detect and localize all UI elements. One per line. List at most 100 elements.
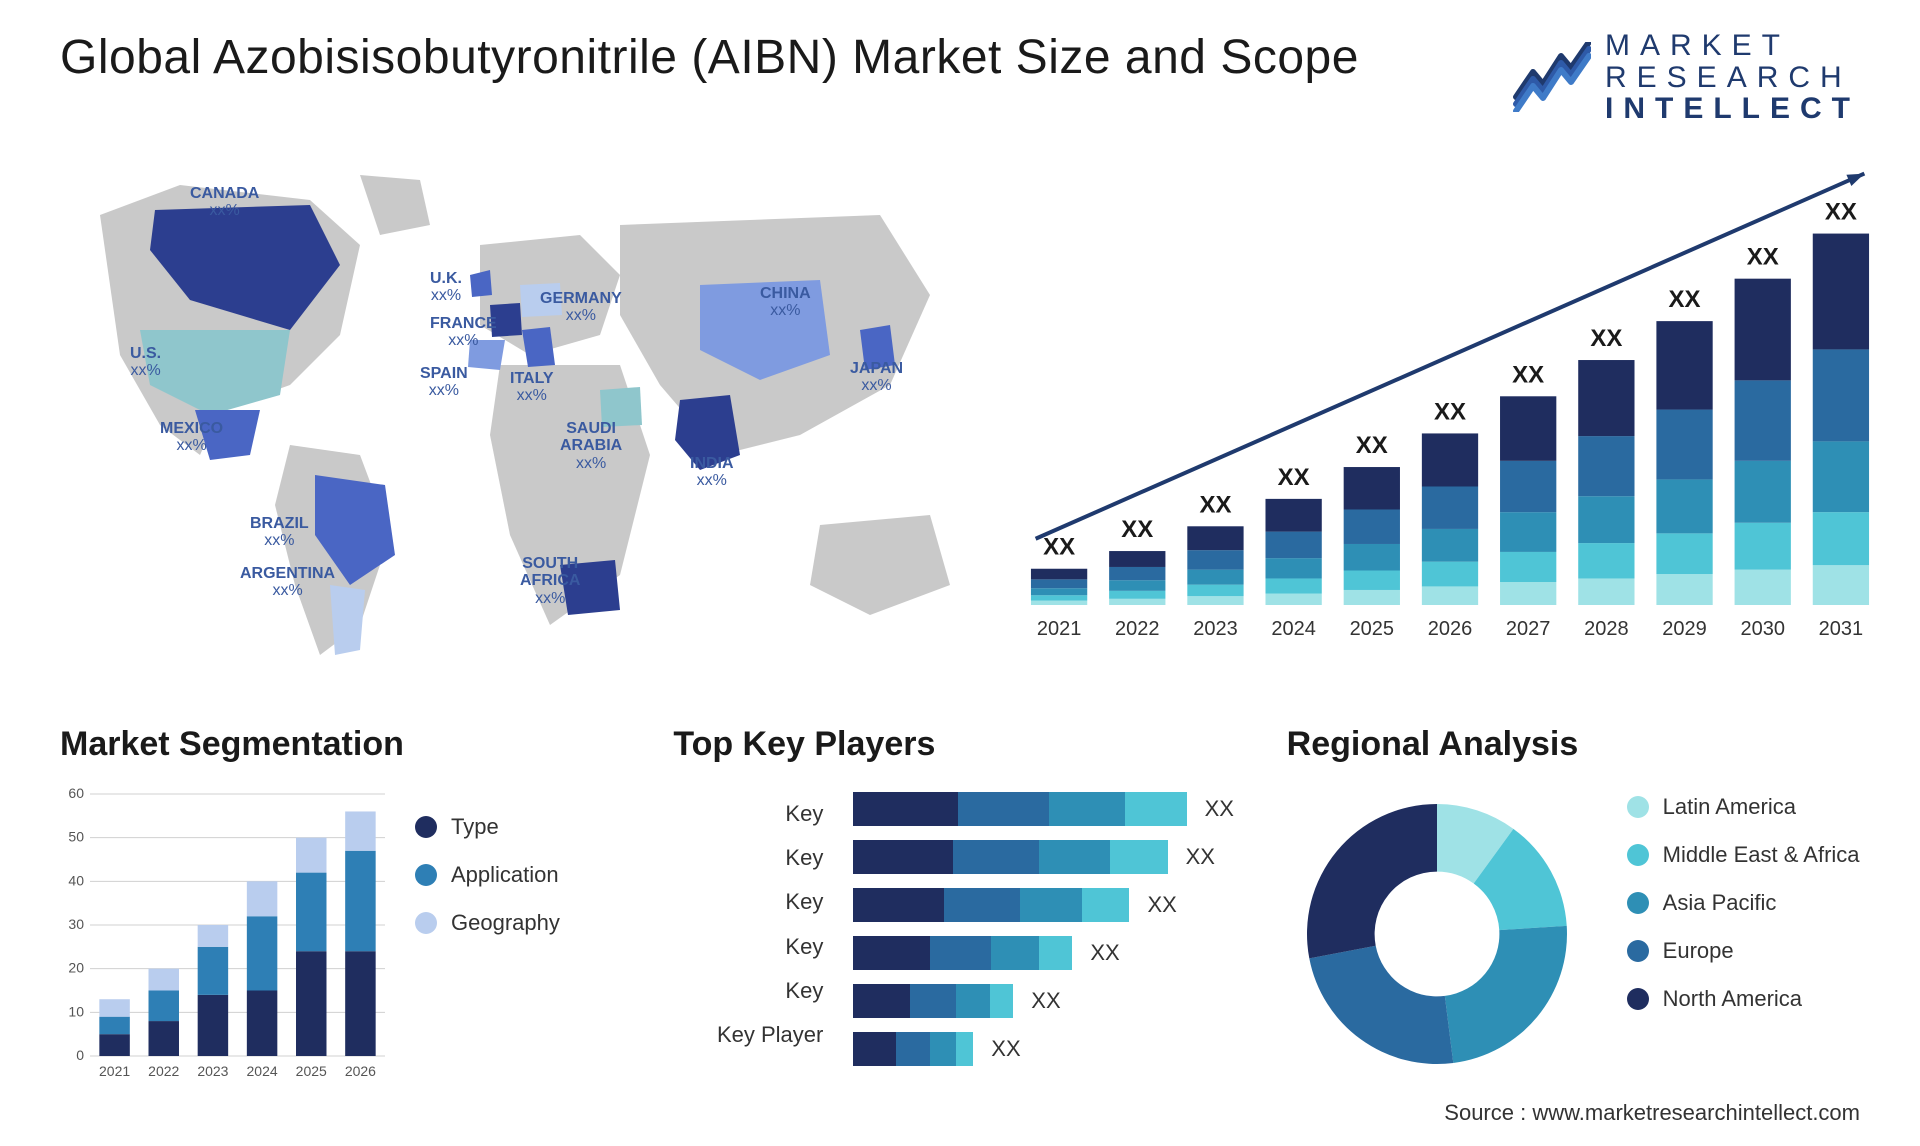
legend-swatch-icon bbox=[1627, 796, 1649, 818]
player-row: XX bbox=[853, 1032, 1246, 1066]
svg-text:60: 60 bbox=[68, 785, 84, 801]
map-country-label: CHINAxx% bbox=[760, 285, 811, 320]
segmentation-title: Market Segmentation bbox=[60, 725, 633, 764]
source-prefix: Source : bbox=[1444, 1100, 1532, 1125]
svg-text:2031: 2031 bbox=[1819, 618, 1864, 640]
player-bar-segment bbox=[944, 888, 1020, 922]
player-value: XX bbox=[991, 1036, 1020, 1062]
main-row: CANADAxx%U.S.xx%MEXICOxx%BRAZILxx%ARGENT… bbox=[60, 155, 1860, 685]
legend-label: Type bbox=[451, 814, 499, 840]
svg-text:XX: XX bbox=[1043, 533, 1075, 560]
bottom-row: Market Segmentation 01020304050602021202… bbox=[60, 725, 1860, 1089]
svg-text:2027: 2027 bbox=[1506, 618, 1551, 640]
segmentation-panel: Market Segmentation 01020304050602021202… bbox=[60, 725, 633, 1089]
segmentation-svg: 0102030405060202120222023202420252026 bbox=[60, 784, 390, 1084]
player-label: Key bbox=[785, 978, 823, 1004]
logo-mark-icon bbox=[1511, 42, 1591, 112]
svg-text:2024: 2024 bbox=[1271, 618, 1316, 640]
svg-text:2025: 2025 bbox=[1350, 618, 1395, 640]
svg-text:2021: 2021 bbox=[99, 1063, 130, 1079]
player-bar-segment bbox=[1039, 840, 1110, 874]
page-root: Global Azobisisobutyronitrile (AIBN) Mar… bbox=[0, 0, 1920, 1146]
map-country-label: U.S.xx% bbox=[130, 345, 161, 380]
svg-text:XX: XX bbox=[1434, 398, 1466, 425]
svg-text:XX: XX bbox=[1825, 198, 1857, 225]
player-bar bbox=[853, 840, 1167, 874]
player-bar-segment bbox=[953, 840, 1039, 874]
logo-line3: INTELLECT bbox=[1605, 93, 1860, 125]
segmentation-axes: 0102030405060202120222023202420252026 bbox=[60, 784, 390, 1084]
map-country-label: SOUTHAFRICAxx% bbox=[520, 555, 580, 608]
player-bar-segment bbox=[853, 888, 943, 922]
legend-label: Application bbox=[451, 862, 559, 888]
svg-text:XX: XX bbox=[1747, 243, 1779, 270]
map-country-label: MEXICOxx% bbox=[160, 420, 223, 455]
player-row: XX bbox=[853, 888, 1246, 922]
donut-wrap bbox=[1287, 784, 1607, 1089]
legend-swatch-icon bbox=[1627, 940, 1649, 962]
legend-label: Geography bbox=[451, 910, 560, 936]
player-value: XX bbox=[1147, 892, 1176, 918]
player-bar bbox=[853, 984, 1013, 1018]
svg-text:0: 0 bbox=[76, 1047, 84, 1063]
player-bar bbox=[853, 936, 1072, 970]
svg-text:XX: XX bbox=[1199, 491, 1231, 518]
svg-text:2023: 2023 bbox=[197, 1063, 228, 1079]
regional-title: Regional Analysis bbox=[1287, 725, 1860, 764]
player-bar-segment bbox=[1110, 840, 1167, 874]
player-label: Key bbox=[785, 801, 823, 827]
player-bar-segment bbox=[956, 984, 990, 1018]
players-title: Top Key Players bbox=[673, 725, 1246, 764]
svg-text:2026: 2026 bbox=[345, 1063, 376, 1079]
players-bars: XX XX XX XX XX XX bbox=[853, 784, 1246, 1066]
player-bar bbox=[853, 888, 1129, 922]
players-panel: Top Key Players KeyKeyKeyKeyKeyKey Playe… bbox=[673, 725, 1246, 1089]
svg-text:2030: 2030 bbox=[1740, 618, 1785, 640]
svg-text:40: 40 bbox=[68, 872, 84, 888]
player-label: Key bbox=[785, 889, 823, 915]
player-row: XX bbox=[853, 984, 1246, 1018]
source-url: www.marketresearchintellect.com bbox=[1532, 1100, 1860, 1125]
page-title: Global Azobisisobutyronitrile (AIBN) Mar… bbox=[60, 30, 1359, 85]
legend-swatch-icon bbox=[415, 816, 437, 838]
legend-item: Type bbox=[415, 814, 633, 840]
svg-text:2024: 2024 bbox=[247, 1063, 278, 1079]
legend-label: Latin America bbox=[1663, 794, 1796, 820]
player-bar-segment bbox=[991, 936, 1039, 970]
player-bar-segment bbox=[1049, 792, 1125, 826]
legend-swatch-icon bbox=[415, 912, 437, 934]
legend-item: Application bbox=[415, 862, 633, 888]
player-label: Key bbox=[785, 845, 823, 871]
svg-text:XX: XX bbox=[1669, 286, 1701, 313]
players-body: KeyKeyKeyKeyKeyKey Player XXXXXXXXXXXX bbox=[673, 784, 1246, 1066]
logo-line1: MARKET bbox=[1605, 30, 1860, 62]
player-value: XX bbox=[1090, 940, 1119, 966]
segmentation-legend: Type Application Geography bbox=[390, 784, 633, 1084]
player-bar-segment bbox=[853, 984, 910, 1018]
player-bar bbox=[853, 792, 1186, 826]
player-bar-segment bbox=[990, 984, 1013, 1018]
svg-text:20: 20 bbox=[68, 959, 84, 975]
legend-item: North America bbox=[1627, 986, 1860, 1012]
legend-swatch-icon bbox=[1627, 892, 1649, 914]
player-bar-segment bbox=[930, 936, 992, 970]
legend-swatch-icon bbox=[1627, 988, 1649, 1010]
forecast-chart: XX2021XX2022XX2023XX2024XX2025XX2026XX20… bbox=[1020, 155, 1880, 645]
svg-text:XX: XX bbox=[1278, 463, 1310, 490]
legend-item: Asia Pacific bbox=[1627, 890, 1860, 916]
svg-text:XX: XX bbox=[1121, 516, 1153, 543]
legend-swatch-icon bbox=[1627, 844, 1649, 866]
player-bar bbox=[853, 1032, 973, 1066]
legend-item: Latin America bbox=[1627, 794, 1860, 820]
player-row: XX bbox=[853, 840, 1246, 874]
player-bar-segment bbox=[1082, 888, 1130, 922]
svg-text:2023: 2023 bbox=[1193, 618, 1238, 640]
legend-label: North America bbox=[1663, 986, 1802, 1012]
source-footer: Source : www.marketresearchintellect.com bbox=[1444, 1100, 1860, 1126]
player-row: XX bbox=[853, 792, 1246, 826]
map-country-label: GERMANYxx% bbox=[540, 290, 622, 325]
legend-swatch-icon bbox=[415, 864, 437, 886]
player-bar-segment bbox=[853, 792, 958, 826]
legend-item: Europe bbox=[1627, 938, 1860, 964]
legend-item: Middle East & Africa bbox=[1627, 842, 1860, 868]
